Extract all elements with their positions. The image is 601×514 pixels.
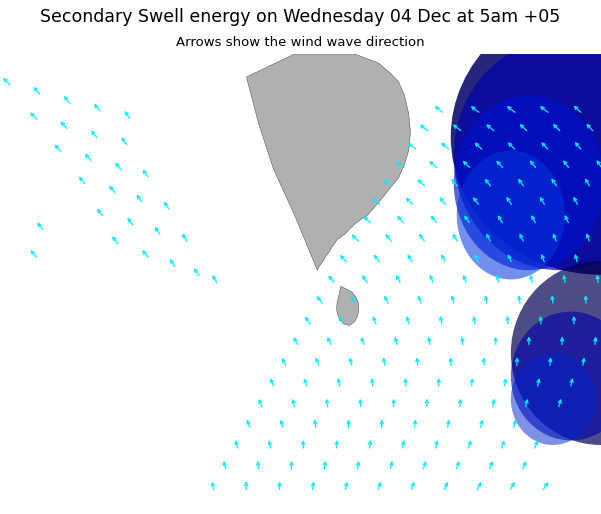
Ellipse shape [457,151,565,280]
Ellipse shape [511,261,601,445]
Text: Secondary Swell energy on Wednesday 04 Dec at 5am +05: Secondary Swell energy on Wednesday 04 D… [40,8,561,26]
Text: Arrows show the wind wave direction: Arrows show the wind wave direction [176,35,425,49]
Ellipse shape [454,96,601,270]
Polygon shape [246,54,410,270]
Ellipse shape [451,0,601,275]
Polygon shape [337,286,359,325]
Ellipse shape [454,40,601,270]
Ellipse shape [511,353,595,445]
Ellipse shape [511,311,601,440]
